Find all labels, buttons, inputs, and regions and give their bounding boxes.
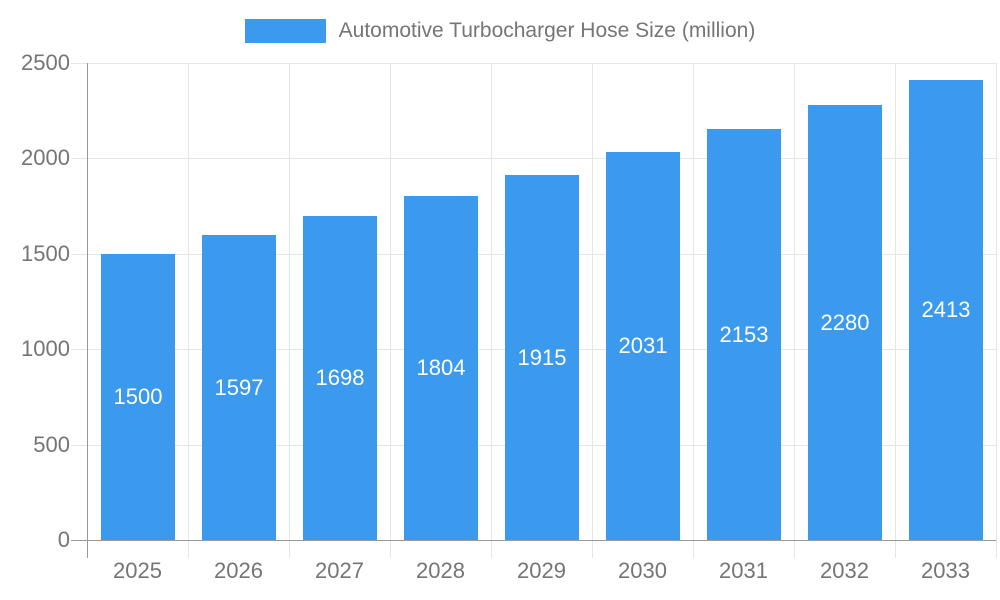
bar-value-label: 2413 xyxy=(921,297,971,322)
x-tick-label: 2026 xyxy=(214,558,263,583)
y-axis-line xyxy=(87,63,88,558)
bar: 1500 xyxy=(101,254,175,540)
bar-value-label: 2153 xyxy=(719,321,769,347)
gridline-vertical xyxy=(289,63,290,558)
gridline-vertical xyxy=(188,63,189,558)
y-tick-label: 2500 xyxy=(21,50,70,75)
legend-label: Automotive Turbocharger Hose Size (milli… xyxy=(338,19,756,42)
gridline-vertical xyxy=(794,63,795,558)
y-tick-label: 1500 xyxy=(21,241,70,266)
x-tick-label: 2028 xyxy=(416,558,465,583)
x-tick-label: 2032 xyxy=(820,558,869,583)
gridline-vertical xyxy=(693,63,694,558)
bar-value-label: 1597 xyxy=(214,374,264,400)
bar: 1597 xyxy=(202,235,276,540)
x-tick-label: 2030 xyxy=(618,558,667,583)
bar-value-label: 1500 xyxy=(113,384,163,409)
bar: 1915 xyxy=(505,175,579,540)
x-axis-line xyxy=(71,540,996,541)
y-tick-label: 2000 xyxy=(21,145,70,170)
x-tick-label: 2027 xyxy=(315,558,364,583)
bar-value-label: 1804 xyxy=(416,355,466,380)
x-tick-label: 2031 xyxy=(719,558,768,583)
bar-value-label: 1915 xyxy=(517,344,567,370)
gridline-vertical xyxy=(996,63,997,558)
x-tick-label: 2029 xyxy=(517,558,566,583)
gridline-vertical xyxy=(491,63,492,558)
gridline-vertical xyxy=(390,63,391,558)
legend-swatch xyxy=(244,19,326,43)
gridline-horizontal xyxy=(71,158,996,159)
gridline-horizontal xyxy=(71,63,996,64)
bar-value-label: 2031 xyxy=(618,333,668,358)
bar: 1804 xyxy=(404,196,478,540)
bar: 2413 xyxy=(909,80,983,540)
bar: 2153 xyxy=(707,129,781,540)
x-tick-label: 2025 xyxy=(113,558,162,583)
y-tick-label: 500 xyxy=(33,432,70,457)
gridline-vertical xyxy=(895,63,896,558)
y-tick-label: 0 xyxy=(57,527,70,552)
y-tick-label: 1000 xyxy=(21,336,70,361)
x-tick-label: 2033 xyxy=(921,558,970,583)
gridline-vertical xyxy=(592,63,593,558)
bar: 1698 xyxy=(303,216,377,540)
bar-value-label: 1698 xyxy=(315,365,365,390)
bar-value-label: 2280 xyxy=(820,309,870,335)
bar: 2280 xyxy=(808,105,882,540)
bar: 2031 xyxy=(606,152,680,540)
legend: Automotive Turbocharger Hose Size (milli… xyxy=(0,19,1000,43)
